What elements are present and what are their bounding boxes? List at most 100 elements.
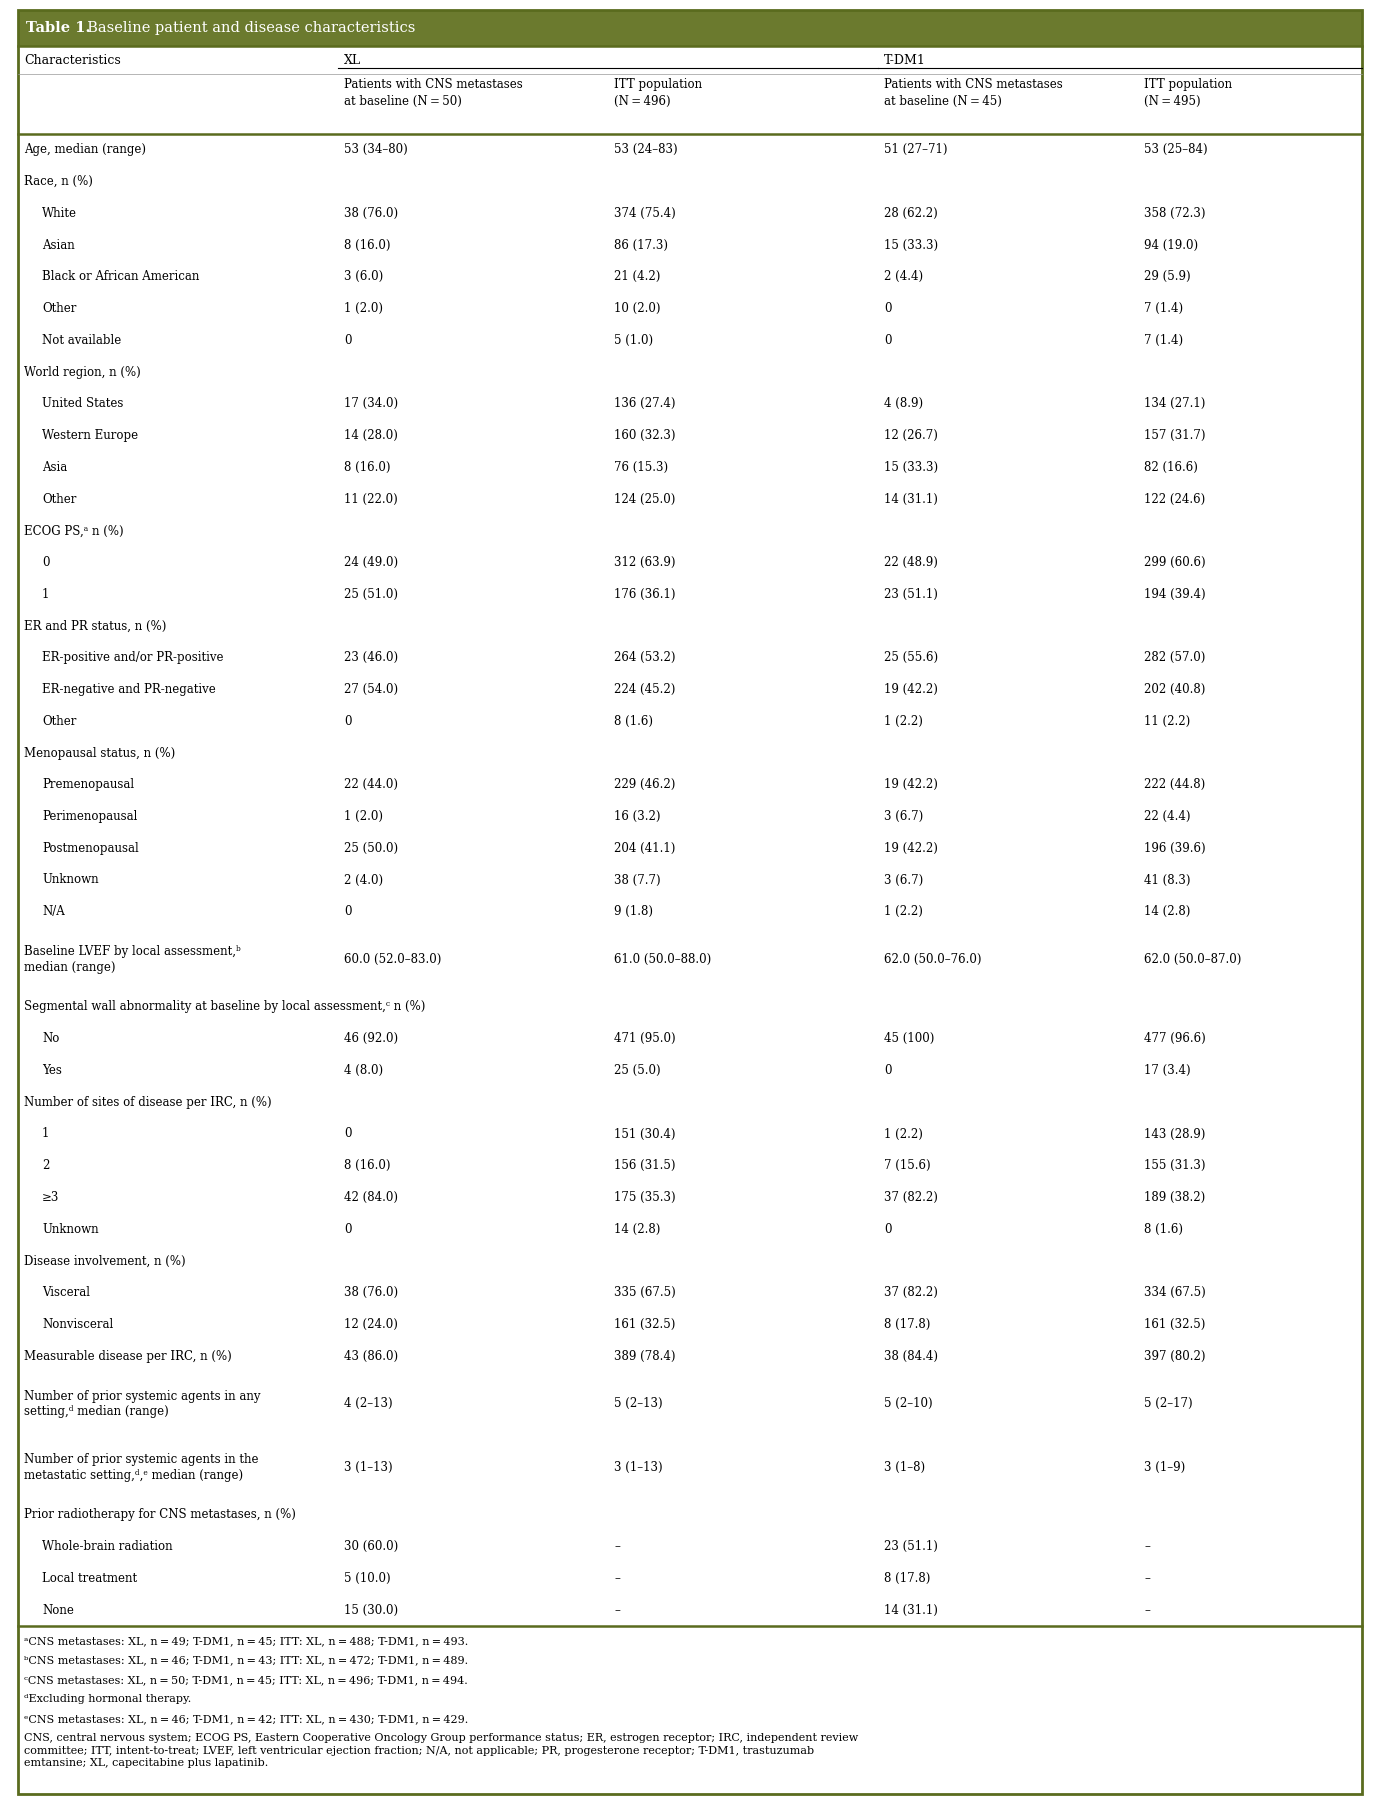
Text: T-DM1: T-DM1 bbox=[885, 54, 926, 67]
Text: 477 (96.6): 477 (96.6) bbox=[1144, 1032, 1206, 1045]
Text: XL: XL bbox=[344, 54, 362, 67]
Text: 202 (40.8): 202 (40.8) bbox=[1144, 684, 1205, 696]
Text: –: – bbox=[614, 1571, 620, 1586]
Text: 23 (51.1): 23 (51.1) bbox=[885, 588, 938, 601]
Text: 3 (1–9): 3 (1–9) bbox=[1144, 1461, 1185, 1474]
Text: 60.0 (52.0–83.0): 60.0 (52.0–83.0) bbox=[344, 953, 442, 965]
Text: 229 (46.2): 229 (46.2) bbox=[614, 778, 675, 792]
Text: 3 (1–13): 3 (1–13) bbox=[344, 1461, 393, 1474]
Text: 175 (35.3): 175 (35.3) bbox=[614, 1191, 676, 1203]
Text: Other: Other bbox=[41, 301, 76, 316]
Text: 0: 0 bbox=[344, 714, 352, 727]
Text: ᵃCNS metastases: XL, n = 49; T-DM1, n = 45; ITT: XL, n = 488; T-DM1, n = 493.: ᵃCNS metastases: XL, n = 49; T-DM1, n = … bbox=[23, 1636, 468, 1645]
Text: ≥3: ≥3 bbox=[41, 1191, 59, 1203]
Text: Age, median (range): Age, median (range) bbox=[23, 143, 146, 157]
Text: Other: Other bbox=[41, 714, 76, 727]
Text: ITT population
(N = 495): ITT population (N = 495) bbox=[1144, 78, 1232, 108]
Text: 19 (42.2): 19 (42.2) bbox=[885, 842, 938, 855]
Text: 25 (5.0): 25 (5.0) bbox=[614, 1064, 661, 1077]
Text: 2: 2 bbox=[41, 1160, 50, 1173]
Text: 299 (60.6): 299 (60.6) bbox=[1144, 556, 1206, 568]
Text: 38 (76.0): 38 (76.0) bbox=[344, 207, 397, 220]
Text: 0: 0 bbox=[885, 301, 891, 316]
Text: Whole-brain radiation: Whole-brain radiation bbox=[41, 1541, 172, 1553]
Text: None: None bbox=[41, 1604, 75, 1616]
Text: 0: 0 bbox=[885, 334, 891, 346]
Text: 4 (8.0): 4 (8.0) bbox=[344, 1064, 384, 1077]
Text: 45 (100): 45 (100) bbox=[885, 1032, 934, 1045]
Text: 8 (1.6): 8 (1.6) bbox=[614, 714, 653, 727]
Text: 155 (31.3): 155 (31.3) bbox=[1144, 1160, 1206, 1173]
Text: 8 (17.8): 8 (17.8) bbox=[885, 1319, 930, 1331]
Text: ECOG PS,ᵃ n (%): ECOG PS,ᵃ n (%) bbox=[23, 525, 124, 538]
Text: 8 (17.8): 8 (17.8) bbox=[885, 1571, 930, 1586]
Text: Black or African American: Black or African American bbox=[41, 271, 199, 283]
Text: 3 (1–8): 3 (1–8) bbox=[885, 1461, 925, 1474]
Text: 21 (4.2): 21 (4.2) bbox=[614, 271, 661, 283]
Text: 17 (3.4): 17 (3.4) bbox=[1144, 1064, 1191, 1077]
Text: United States: United States bbox=[41, 397, 123, 410]
Text: 28 (62.2): 28 (62.2) bbox=[885, 207, 938, 220]
Text: 38 (7.7): 38 (7.7) bbox=[614, 873, 661, 886]
Text: 53 (25–84): 53 (25–84) bbox=[1144, 143, 1208, 157]
Text: –: – bbox=[1144, 1571, 1150, 1586]
Text: 3 (6.0): 3 (6.0) bbox=[344, 271, 384, 283]
Text: ITT population
(N = 496): ITT population (N = 496) bbox=[614, 78, 702, 108]
Text: 37 (82.2): 37 (82.2) bbox=[885, 1286, 938, 1299]
Text: 3 (6.7): 3 (6.7) bbox=[885, 873, 923, 886]
Text: 19 (42.2): 19 (42.2) bbox=[885, 684, 938, 696]
Text: 4 (2–13): 4 (2–13) bbox=[344, 1398, 393, 1411]
Text: 264 (53.2): 264 (53.2) bbox=[614, 651, 675, 664]
Text: 0: 0 bbox=[344, 334, 352, 346]
Text: ᵇCNS metastases: XL, n = 46; T-DM1, n = 43; ITT: XL, n = 472; T-DM1, n = 489.: ᵇCNS metastases: XL, n = 46; T-DM1, n = … bbox=[23, 1656, 468, 1665]
Text: 15 (30.0): 15 (30.0) bbox=[344, 1604, 397, 1616]
Text: 471 (95.0): 471 (95.0) bbox=[614, 1032, 676, 1045]
Text: Premenopausal: Premenopausal bbox=[41, 778, 134, 792]
Text: 17 (34.0): 17 (34.0) bbox=[344, 397, 397, 410]
Text: 1 (2.0): 1 (2.0) bbox=[344, 810, 384, 823]
Text: 42 (84.0): 42 (84.0) bbox=[344, 1191, 397, 1203]
Text: 30 (60.0): 30 (60.0) bbox=[344, 1541, 399, 1553]
Text: CNS, central nervous system; ECOG PS, Eastern Cooperative Oncology Group perform: CNS, central nervous system; ECOG PS, Ea… bbox=[23, 1734, 858, 1768]
Text: 122 (24.6): 122 (24.6) bbox=[1144, 492, 1205, 505]
Text: Nonvisceral: Nonvisceral bbox=[41, 1319, 113, 1331]
Text: 194 (39.4): 194 (39.4) bbox=[1144, 588, 1206, 601]
Text: Characteristics: Characteristics bbox=[23, 54, 121, 67]
Text: 124 (25.0): 124 (25.0) bbox=[614, 492, 675, 505]
Text: 222 (44.8): 222 (44.8) bbox=[1144, 778, 1205, 792]
Text: ᶜCNS metastases: XL, n = 50; T-DM1, n = 45; ITT: XL, n = 496; T-DM1, n = 494.: ᶜCNS metastases: XL, n = 50; T-DM1, n = … bbox=[23, 1674, 468, 1685]
Text: ᵈExcluding hormonal therapy.: ᵈExcluding hormonal therapy. bbox=[23, 1694, 192, 1705]
Text: Visceral: Visceral bbox=[41, 1286, 90, 1299]
Text: 22 (4.4): 22 (4.4) bbox=[1144, 810, 1191, 823]
Text: 5 (2–10): 5 (2–10) bbox=[885, 1398, 933, 1411]
Text: 15 (33.3): 15 (33.3) bbox=[885, 238, 938, 251]
Text: 143 (28.9): 143 (28.9) bbox=[1144, 1128, 1205, 1140]
Text: Yes: Yes bbox=[41, 1064, 62, 1077]
Text: 14 (31.1): 14 (31.1) bbox=[885, 1604, 938, 1616]
Text: –: – bbox=[614, 1604, 620, 1616]
Text: Patients with CNS metastases
at baseline (N = 50): Patients with CNS metastases at baseline… bbox=[344, 78, 523, 108]
Text: Number of prior systemic agents in any
setting,ᵈ median (range): Number of prior systemic agents in any s… bbox=[23, 1389, 261, 1418]
Text: 196 (39.6): 196 (39.6) bbox=[1144, 842, 1206, 855]
Text: ᵉCNS metastases: XL, n = 46; T-DM1, n = 42; ITT: XL, n = 430; T-DM1, n = 429.: ᵉCNS metastases: XL, n = 46; T-DM1, n = … bbox=[23, 1714, 468, 1725]
Text: 8 (16.0): 8 (16.0) bbox=[344, 238, 391, 251]
Text: Asia: Asia bbox=[41, 460, 68, 474]
Text: 25 (55.6): 25 (55.6) bbox=[885, 651, 938, 664]
Text: N/A: N/A bbox=[41, 906, 65, 918]
Text: ER and PR status, n (%): ER and PR status, n (%) bbox=[23, 619, 167, 633]
Text: 19 (42.2): 19 (42.2) bbox=[885, 778, 938, 792]
Text: –: – bbox=[614, 1541, 620, 1553]
Text: 51 (27–71): 51 (27–71) bbox=[885, 143, 948, 157]
Text: 1: 1 bbox=[41, 1128, 50, 1140]
Text: Baseline patient and disease characteristics: Baseline patient and disease characteris… bbox=[79, 22, 415, 34]
Text: Measurable disease per IRC, n (%): Measurable disease per IRC, n (%) bbox=[23, 1349, 232, 1362]
Text: –: – bbox=[1144, 1541, 1150, 1553]
Text: Prior radiotherapy for CNS metastases, n (%): Prior radiotherapy for CNS metastases, n… bbox=[23, 1508, 295, 1521]
Text: 0: 0 bbox=[885, 1223, 891, 1236]
Text: Patients with CNS metastases
at baseline (N = 45): Patients with CNS metastases at baseline… bbox=[885, 78, 1063, 108]
Text: 161 (32.5): 161 (32.5) bbox=[614, 1319, 675, 1331]
Text: 4 (8.9): 4 (8.9) bbox=[885, 397, 923, 410]
Text: Disease involvement, n (%): Disease involvement, n (%) bbox=[23, 1254, 186, 1268]
Text: 151 (30.4): 151 (30.4) bbox=[614, 1128, 675, 1140]
Text: 27 (54.0): 27 (54.0) bbox=[344, 684, 397, 696]
